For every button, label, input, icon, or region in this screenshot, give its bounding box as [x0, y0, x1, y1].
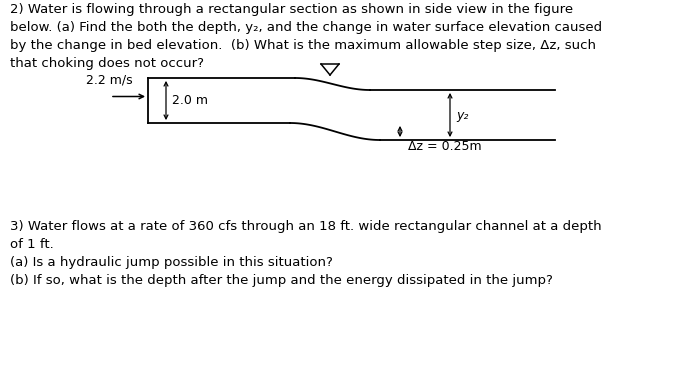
Text: 2.2 m/s: 2.2 m/s	[86, 73, 132, 87]
Text: Δz = 0.25m: Δz = 0.25m	[408, 140, 482, 152]
Text: 2) Water is flowing through a rectangular section as shown in side view in the f: 2) Water is flowing through a rectangula…	[10, 3, 602, 70]
Text: 3) Water flows at a rate of 360 cfs through an 18 ft. wide rectangular channel a: 3) Water flows at a rate of 360 cfs thro…	[10, 220, 601, 287]
Text: y₂: y₂	[456, 109, 468, 121]
Text: 2.0 m: 2.0 m	[172, 94, 208, 107]
